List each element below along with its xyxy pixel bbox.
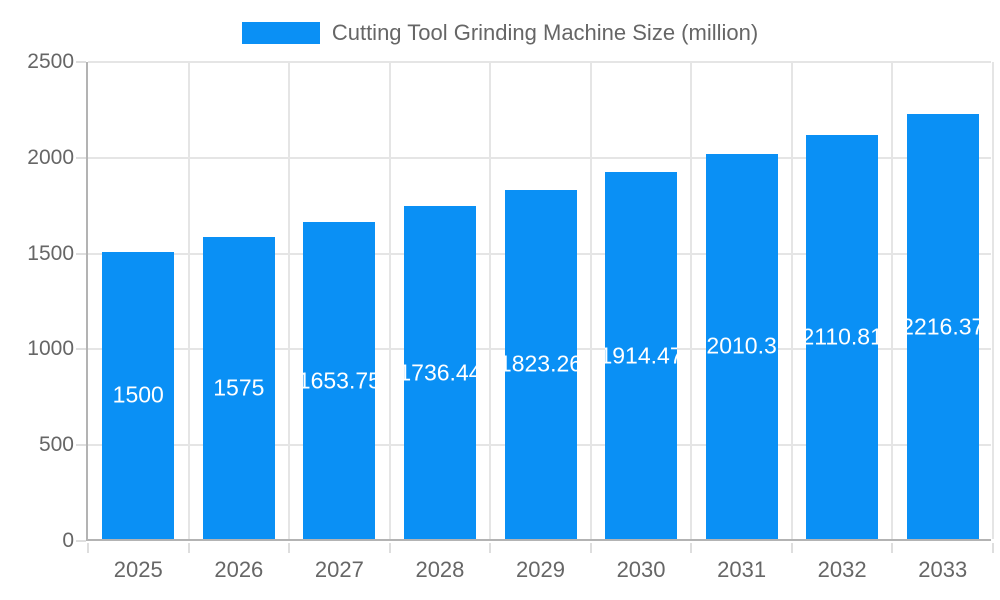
bar-value-label: 1823.26 [504, 350, 577, 377]
x-axis-tick [187, 543, 190, 553]
bar-2027[interactable]: 1653.75 [303, 222, 376, 539]
gridline-vertical [388, 62, 391, 539]
legend-label: Cutting Tool Grinding Machine Size (mill… [331, 20, 759, 45]
x-axis-label: 2031 [717, 557, 767, 582]
y-axis-tick [76, 444, 86, 447]
bar-value-label: 1653.75 [303, 367, 376, 394]
bar-value-label: 1500 [112, 381, 164, 408]
x-axis-tick [288, 543, 291, 553]
x-axis-label: 2027 [314, 557, 364, 582]
y-axis-tick [76, 156, 86, 159]
y-axis-tick [76, 252, 86, 255]
bar-2033[interactable]: 2216.37 [906, 114, 979, 539]
gridline-vertical [489, 62, 492, 539]
y-axis-label: 2500 [27, 50, 74, 73]
gridline-vertical [690, 62, 693, 539]
bar-value-label: 2216.37 [906, 313, 979, 340]
x-axis-tick [87, 543, 89, 553]
bar-2030[interactable]: 1914.47 [605, 172, 678, 539]
y-axis-label: 1000 [27, 337, 74, 361]
bar-2026[interactable]: 1575 [202, 237, 275, 539]
bar-2025[interactable]: 1500 [102, 251, 175, 539]
gridline-vertical [187, 62, 190, 539]
y-axis-tick [76, 348, 86, 351]
plot-area: 1500 1575 1653.75 1736.44 1823.26 1914.47 2010… [86, 61, 994, 541]
bar-2031[interactable]: 2010.3 [705, 153, 778, 539]
legend[interactable]: Cutting Tool Grinding Machine Size (mill… [0, 19, 1000, 47]
x-axis-tick [992, 543, 994, 553]
bar-value-label: 1575 [213, 374, 265, 401]
gridline-horizontal [88, 156, 991, 159]
x-axis-tick [589, 543, 592, 553]
x-axis-tick [891, 543, 894, 553]
x-axis-tick [489, 543, 492, 553]
bar-2029[interactable]: 1823.26 [504, 189, 577, 539]
x-axis-label: 2032 [817, 557, 867, 582]
y-axis-label: 1500 [27, 241, 74, 265]
bar-2028[interactable]: 1736.44 [403, 206, 476, 539]
x-axis-label: 2029 [516, 557, 565, 582]
gridline-vertical [288, 62, 291, 539]
x-axis-tick [790, 543, 793, 553]
x-axis-tick [690, 543, 693, 553]
legend-swatch-icon [241, 22, 320, 44]
gridline-horizontal [88, 61, 991, 63]
x-axis-label: 2033 [918, 557, 968, 582]
bar-value-label: 2010.3 [706, 332, 777, 359]
y-axis-tick [76, 540, 86, 542]
gridline-vertical [790, 62, 793, 539]
x-axis-label: 2030 [616, 557, 666, 582]
y-axis-label: 500 [38, 433, 74, 457]
bar-value-label: 1914.47 [605, 342, 678, 369]
x-axis-label: 2028 [415, 557, 465, 582]
gridline-vertical [992, 62, 994, 539]
y-axis-tick [76, 61, 86, 63]
gridline-vertical [589, 62, 592, 539]
x-axis-label: 2025 [113, 557, 163, 582]
y-axis-label: 0 [62, 529, 74, 552]
x-axis-tick [388, 543, 391, 553]
bar-2032[interactable]: 2110.81 [806, 134, 879, 539]
bar-value-label: 2110.81 [806, 323, 879, 350]
x-axis-label: 2026 [214, 557, 264, 582]
bar-value-label: 1736.44 [403, 359, 476, 386]
y-axis-label: 2000 [27, 145, 74, 169]
gridline-vertical [891, 62, 894, 539]
